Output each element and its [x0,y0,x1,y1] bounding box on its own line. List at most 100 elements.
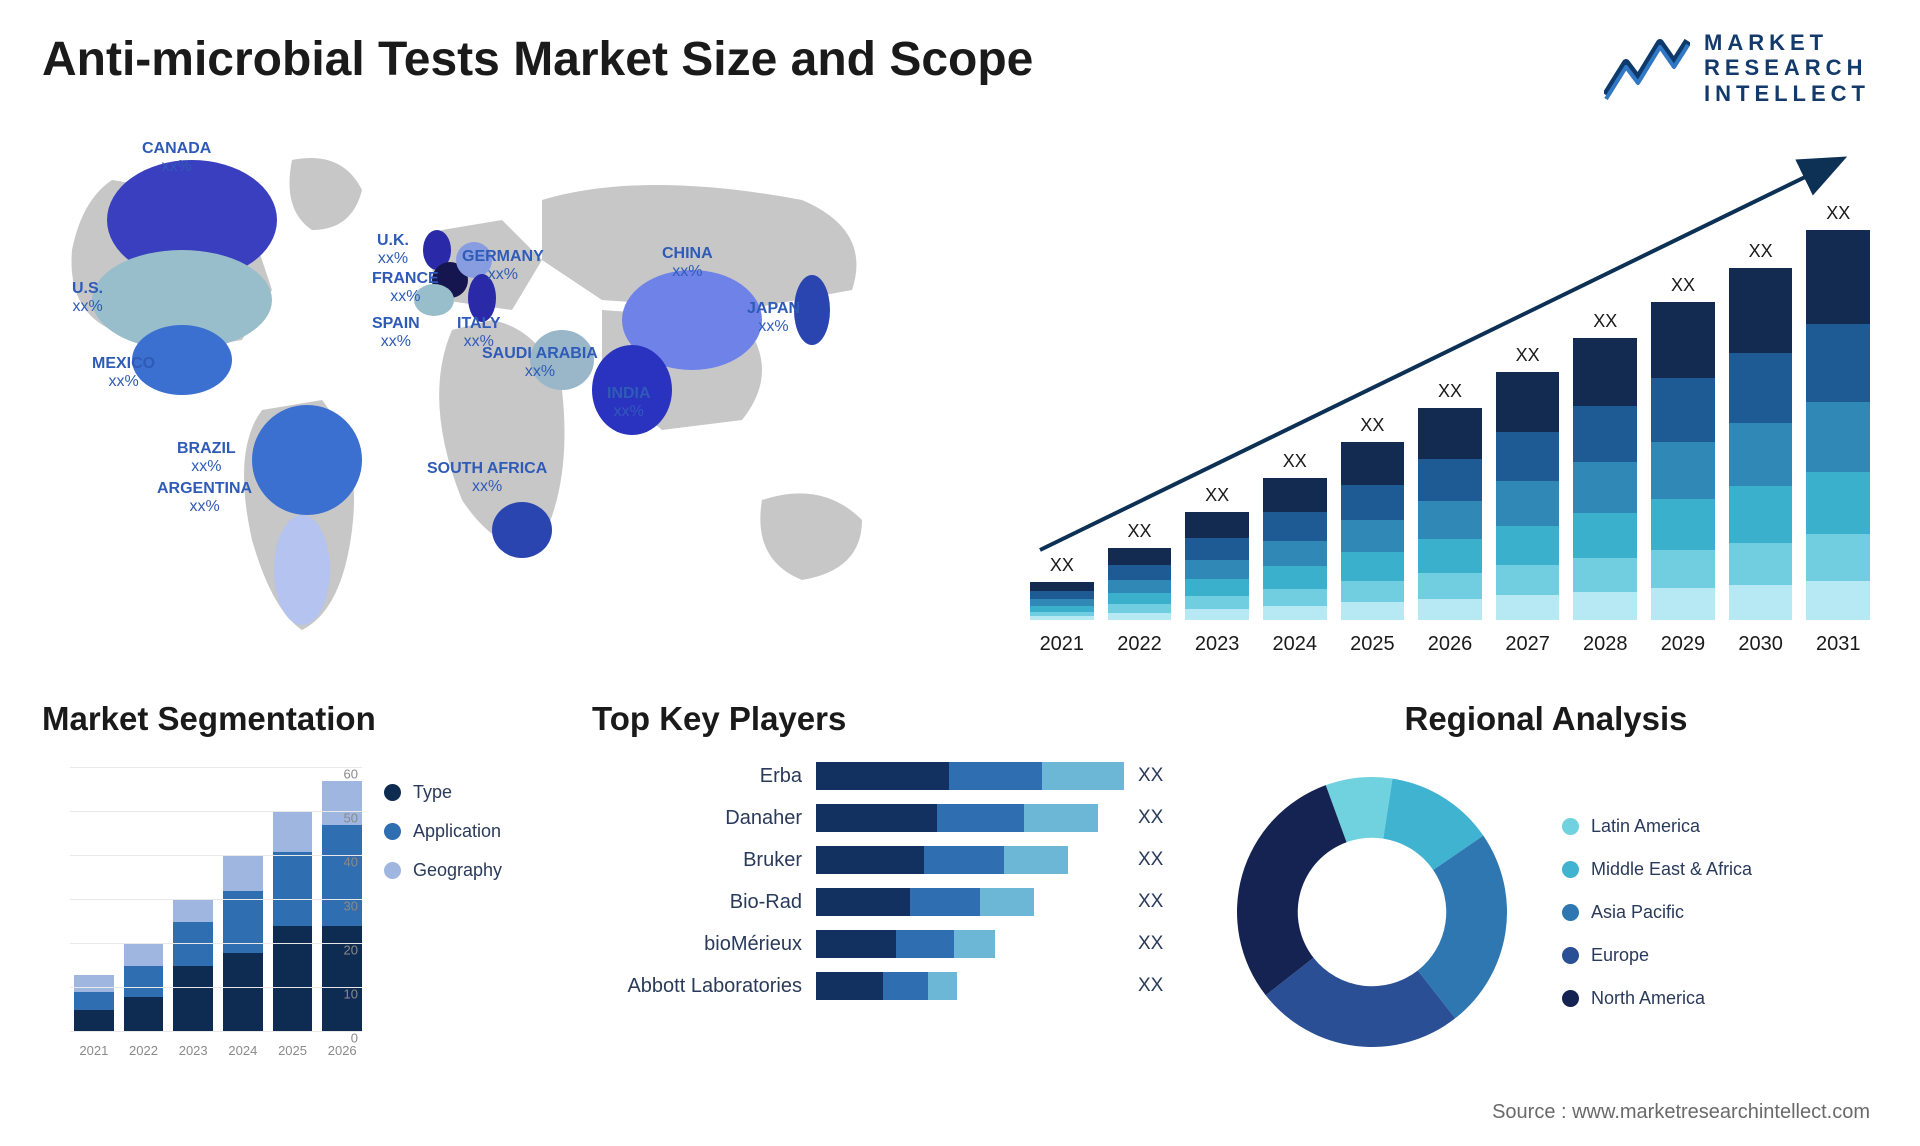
segmentation-chart: 202120222023202420252026 0102030405060 [42,762,362,1062]
growth-bar-label: XX [1050,555,1074,576]
legend-item: Latin America [1562,816,1752,837]
country-label: FRANCExx% [372,270,439,305]
seg-year-label: 2025 [273,1043,313,1058]
player-name: Abbott Laboratories [592,975,802,998]
seg-ytick: 50 [344,811,358,826]
seg-bar [273,812,313,1032]
source-text: Source : www.marketresearchintellect.com [1492,1101,1870,1124]
seg-bar [223,856,263,1032]
country-label: CANADAxx% [142,140,211,175]
country-label: MEXICOxx% [92,355,155,390]
growth-bar-label: XX [1749,241,1773,262]
legend-item: Europe [1562,945,1752,966]
country-label: GERMANYxx% [462,248,544,283]
legend-item: Geography [384,860,502,881]
seg-year-label: 2022 [124,1043,164,1058]
growth-chart: XXXXXXXXXXXXXXXXXXXXXX 20212022202320242… [1000,140,1870,660]
country-label: INDIAxx% [607,385,651,420]
seg-bar [74,975,114,1032]
growth-bar-label: XX [1671,275,1695,296]
growth-year-label: 2031 [1806,633,1870,656]
player-value: XX [1138,807,1182,829]
seg-year-label: 2024 [223,1043,263,1058]
growth-bar: XX [1185,485,1249,620]
key-players-title: Top Key Players [592,700,1182,738]
legend-item: Type [384,782,502,803]
growth-year-label: 2026 [1418,633,1482,656]
growth-year-label: 2023 [1185,633,1249,656]
country-label: SOUTH AFRICAxx% [427,460,547,495]
segmentation-panel: Market Segmentation 2021 2022 2023 2024 2025… [42,700,552,1062]
country-label: ARGENTINAxx% [157,480,252,515]
player-name: Erba [592,765,802,788]
growth-bar: XX [1806,203,1870,620]
legend-item: Asia Pacific [1562,902,1752,923]
growth-bar: XX [1030,555,1094,620]
player-row: Abbott LaboratoriesXX [592,972,1182,1000]
logo-text: MARKET RESEARCH INTELLECT [1704,30,1870,106]
logo-icon [1604,33,1690,103]
seg-bar [173,900,213,1032]
growth-bar-label: XX [1283,451,1307,472]
player-bar [816,762,1124,790]
player-row: Erba XX [592,762,1182,790]
seg-ytick: 20 [344,943,358,958]
player-value: XX [1138,933,1182,955]
player-name: Danaher [592,807,802,830]
growth-year-label: 2024 [1263,633,1327,656]
country-label: CHINAxx% [662,245,713,280]
player-name: bioMérieux [592,933,802,956]
country-label: SAUDI ARABIAxx% [482,345,598,380]
growth-year-label: 2025 [1341,633,1405,656]
segmentation-legend: Type Application Geography [384,782,502,1062]
seg-ytick: 0 [351,1031,358,1046]
seg-year-label: 2021 [74,1043,114,1058]
growth-bar-label: XX [1438,381,1462,402]
seg-ytick: 10 [344,987,358,1002]
player-name: Bio-Rad [592,891,802,914]
world-map-panel: CANADAxx%U.S.xx%MEXICOxx%BRAZILxx%ARGENT… [42,140,942,660]
growth-bar-label: XX [1593,311,1617,332]
player-value: XX [1138,849,1182,871]
growth-bar-label: XX [1205,485,1229,506]
player-row: Bio-Rad XX [592,888,1182,916]
world-map [42,140,942,660]
player-row: Danaher XX [592,804,1182,832]
seg-year-label: 2023 [173,1043,213,1058]
legend-item: Application [384,821,502,842]
growth-year-label: 2027 [1496,633,1560,656]
player-bar [816,972,957,1000]
country-label: SPAINxx% [372,315,420,350]
seg-ytick: 30 [344,899,358,914]
legend-item: North America [1562,988,1752,1009]
donut-slice [1237,785,1347,995]
regional-title: Regional Analysis [1222,700,1870,738]
growth-bar: XX [1108,521,1172,620]
player-bar [816,930,995,958]
growth-bar: XX [1729,241,1793,620]
legend-item: Middle East & Africa [1562,859,1752,880]
growth-year-label: 2029 [1651,633,1715,656]
growth-bar: XX [1496,345,1560,620]
growth-bar: XX [1263,451,1327,620]
page-title: Anti-microbial Tests Market Size and Sco… [42,32,1033,87]
growth-year-label: 2021 [1030,633,1094,656]
segmentation-title: Market Segmentation [42,700,552,738]
growth-bar: XX [1341,415,1405,620]
brand-logo: MARKET RESEARCH INTELLECT [1604,30,1870,106]
key-players-panel: Top Key Players ErbaXXDanaherXXBrukerXXB… [592,700,1182,1062]
player-bar [816,804,1098,832]
player-value: XX [1138,891,1182,913]
country-label: U.S.xx% [72,280,103,315]
growth-bar: XX [1651,275,1715,620]
growth-bar-label: XX [1360,415,1384,436]
player-value: XX [1138,765,1182,787]
growth-bar: XX [1418,381,1482,620]
player-row: BrukerXX [592,846,1182,874]
growth-bar-label: XX [1826,203,1850,224]
growth-bar: XX [1573,311,1637,620]
country-label: U.K.xx% [377,232,409,267]
regional-panel: Regional Analysis Latin America Middle Ea… [1222,700,1870,1062]
growth-bar-label: XX [1516,345,1540,366]
seg-ytick: 40 [344,855,358,870]
